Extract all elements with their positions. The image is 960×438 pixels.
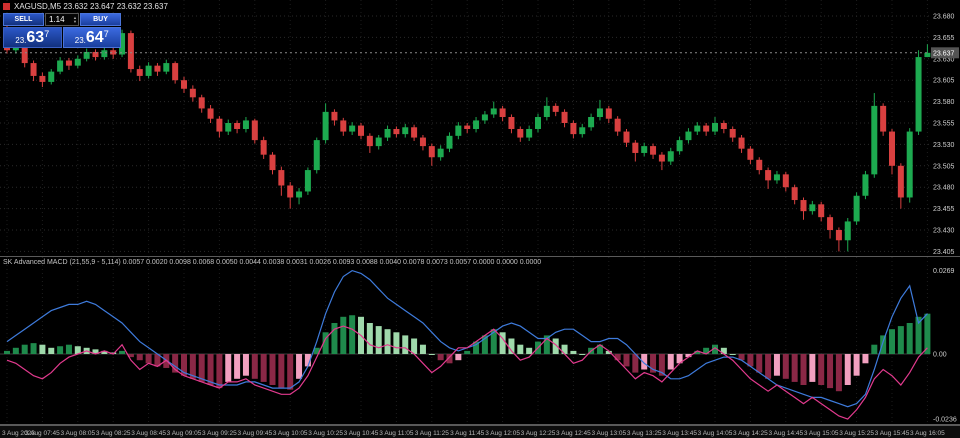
indicator-pane[interactable]: 0.0269 0.00 -0.0236 SK Advanced MACD (21,5… [0,257,960,425]
volume-value: 1.14 [49,15,65,24]
svg-text:0.00: 0.00 [933,352,947,359]
svg-text:23.630: 23.630 [933,56,955,63]
macd-line-magenta [6,325,928,420]
svg-text:3 Aug 11:45: 3 Aug 11:45 [450,430,485,437]
svg-text:3 Aug 07:45: 3 Aug 07:45 [25,430,60,437]
macd-line-blue [6,269,928,408]
svg-text:3 Aug 12:25: 3 Aug 12:25 [521,430,556,437]
buy-button[interactable]: BUY [80,13,121,26]
buy-price-display[interactable]: 23. 64 7 [62,27,121,48]
svg-text:3 Aug 09:05: 3 Aug 09:05 [167,430,202,437]
sell-button[interactable]: SELL [3,13,44,26]
svg-text:3 Aug 2023: 3 Aug 2023 [2,430,35,437]
svg-text:3 Aug 13:25: 3 Aug 13:25 [627,430,662,437]
svg-text:23.580: 23.580 [933,99,955,106]
svg-text:23.480: 23.480 [933,185,955,192]
volume-input[interactable]: 1.14 ▲ ▼ [45,13,79,26]
svg-text:3 Aug 14:05: 3 Aug 14:05 [698,430,733,437]
macd-histogram-layer [4,313,931,392]
symbol-ohlc-header: XAGUSD,M5 23.632 23.647 23.632 23.637 [3,2,168,11]
svg-text:3 Aug 08:25: 3 Aug 08:25 [96,430,131,437]
symbol-ohlc-text: XAGUSD,M5 23.632 23.647 23.632 23.637 [14,2,168,11]
svg-text:-0.0236: -0.0236 [933,417,957,424]
sell-price-big: 63 [26,28,45,46]
svg-text:3 Aug 09:45: 3 Aug 09:45 [237,430,272,437]
svg-text:23.555: 23.555 [933,121,955,128]
price-scale-labels: 23.680 23.655 23.630 23.605 23.580 23.555 23.5… [933,14,955,256]
svg-text:3 Aug 10:25: 3 Aug 10:25 [308,430,343,437]
current-price-marker: 23.637 [0,47,959,59]
svg-text:3 Aug 10:45: 3 Aug 10:45 [344,430,379,437]
time-axis[interactable]: 3 Aug 2023 3 Aug 07:45 3 Aug 08:05 3 Aug 08… [0,425,960,438]
buy-price-pipette: 7 [103,29,109,39]
svg-text:3 Aug 15:25: 3 Aug 15:25 [839,430,874,437]
svg-text:3 Aug 15:05: 3 Aug 15:05 [804,430,839,437]
svg-text:3 Aug 10:05: 3 Aug 10:05 [273,430,308,437]
svg-text:23.455: 23.455 [933,206,955,213]
svg-text:23.637: 23.637 [933,50,955,57]
trade-prices-row: 23. 63 7 23. 64 7 [3,27,121,48]
svg-text:0.0269: 0.0269 [933,268,955,275]
symbol-icon [3,3,10,10]
volume-up-icon[interactable]: ▲ [73,14,77,20]
svg-text:23.405: 23.405 [933,249,955,256]
svg-text:3 Aug 15:45: 3 Aug 15:45 [875,430,910,437]
price-pane[interactable]: 23.680 23.655 23.630 23.605 23.580 23.555 23.5… [0,0,960,257]
svg-text:3 Aug 14:25: 3 Aug 14:25 [733,430,768,437]
svg-text:3 Aug 08:45: 3 Aug 08:45 [131,430,166,437]
indicator-canvas[interactable]: 0.0269 0.00 -0.0236 [0,257,960,425]
volume-down-icon[interactable]: ▼ [73,18,77,24]
svg-text:23.655: 23.655 [933,35,955,42]
horizontal-gridlines [0,15,930,252]
svg-text:3 Aug 12:05: 3 Aug 12:05 [485,430,520,437]
svg-text:23.680: 23.680 [933,14,955,21]
svg-text:3 Aug 13:45: 3 Aug 13:45 [662,430,697,437]
indicator-scale-labels: 0.0269 0.00 -0.0236 [933,268,957,423]
buy-price-prefix: 23. [74,35,86,45]
svg-text:23.605: 23.605 [933,78,955,85]
vertical-gridlines [6,0,928,255]
vertical-gridlines [6,257,928,424]
price-chart-canvas[interactable]: 23.680 23.655 23.630 23.605 23.580 23.555 23.5… [0,0,960,257]
svg-text:3 Aug 13:05: 3 Aug 13:05 [591,430,626,437]
svg-text:3 Aug 09:25: 3 Aug 09:25 [202,430,237,437]
svg-text:3 Aug 12:45: 3 Aug 12:45 [556,430,591,437]
volume-spinner[interactable]: ▲ ▼ [73,14,77,24]
svg-text:3 Aug 16:05: 3 Aug 16:05 [910,430,945,437]
svg-text:23.430: 23.430 [933,228,955,235]
svg-text:3 Aug 14:45: 3 Aug 14:45 [768,430,803,437]
indicator-title: SK Advanced MACD (21,55,9 - 5,114) 0.005… [3,259,542,266]
buy-price-big: 64 [85,28,104,46]
candles-layer [4,22,931,252]
svg-text:3 Aug 11:05: 3 Aug 11:05 [379,430,414,437]
svg-text:23.530: 23.530 [933,142,955,149]
sell-price-display[interactable]: 23. 63 7 [3,27,62,48]
trade-buttons-row: SELL 1.14 ▲ ▼ BUY [3,13,121,26]
svg-text:23.505: 23.505 [933,163,955,170]
svg-text:3 Aug 11:25: 3 Aug 11:25 [415,430,450,437]
svg-text:3 Aug 08:05: 3 Aug 08:05 [60,430,95,437]
one-click-trading-panel: SELL 1.14 ▲ ▼ BUY 23. 63 7 23. 64 7 [3,13,121,48]
sell-price-prefix: 23. [15,35,27,45]
sell-price-pipette: 7 [44,29,50,39]
